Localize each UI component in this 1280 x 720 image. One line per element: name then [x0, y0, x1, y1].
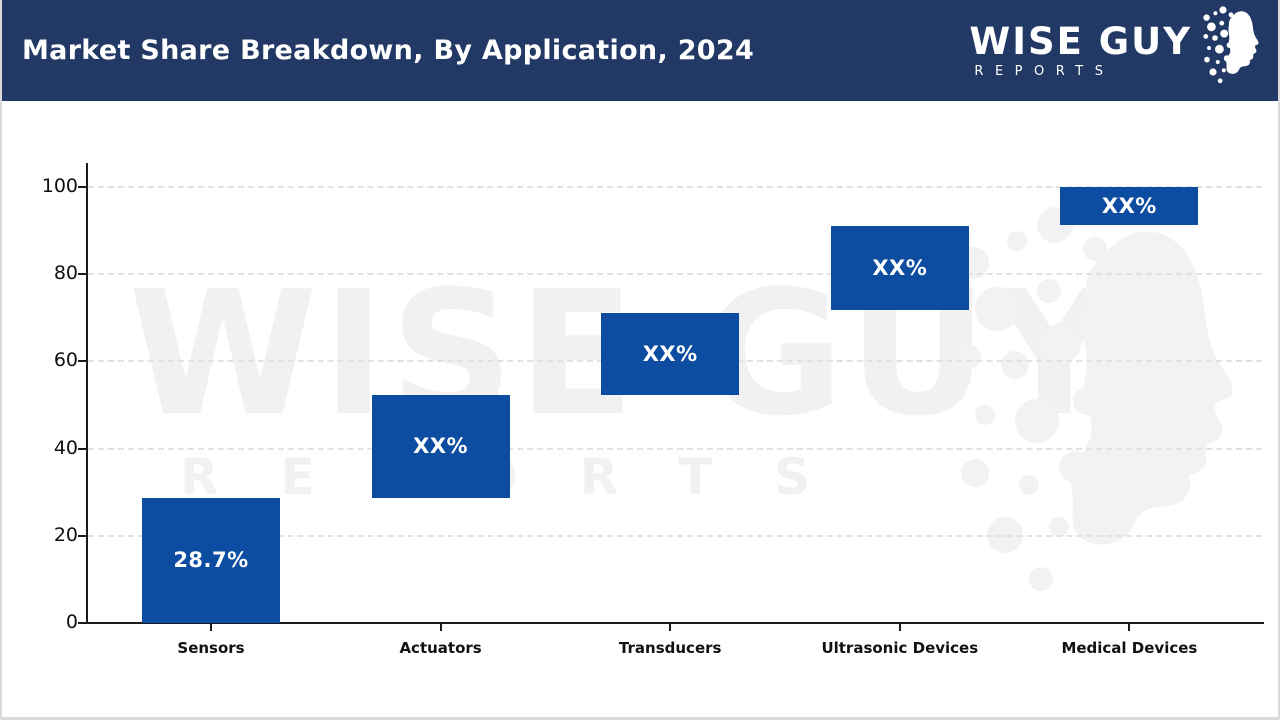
y-axis-line [86, 163, 88, 624]
x-category-label: Ultrasonic Devices [821, 639, 979, 657]
brand-subtitle: REPORTS [974, 63, 1115, 79]
brand-name: WISE GUY [969, 19, 1192, 63]
header-bar: Market Share Breakdown, By Application, … [0, 0, 1280, 101]
y-tick-label: 60 [53, 349, 78, 372]
x-axis-line [86, 622, 1264, 624]
brand-face-icon [1203, 6, 1259, 84]
x-tick-mark [439, 624, 442, 631]
y-tick-mark [78, 273, 86, 276]
y-gridline [88, 534, 1262, 537]
y-tick-label: 80 [53, 262, 78, 285]
x-category-label: Transducers [618, 639, 722, 657]
bar-actuators: XX% [371, 394, 510, 498]
y-gridline [88, 186, 1262, 188]
x-tick-mark [1128, 624, 1131, 631]
x-category-label: Sensors [177, 639, 245, 657]
y-tick-mark [78, 447, 86, 450]
bar-value-label: 28.7% [173, 548, 249, 573]
bar-value-label: XX% [872, 256, 928, 281]
y-tick-label: 0 [65, 611, 78, 633]
brand-logo: WISE GUY REPORTS [969, 6, 1264, 94]
bar-ultrasonic-devices: XX% [830, 226, 969, 311]
y-gridline [88, 273, 1262, 276]
y-tick-label: 100 [41, 175, 78, 197]
y-tick-mark [78, 622, 86, 624]
bar-value-label: XX% [642, 341, 698, 366]
y-gridline [88, 447, 1262, 450]
x-tick-mark [898, 624, 901, 631]
bar-transducers: XX% [601, 312, 740, 396]
x-category-label: Actuators [399, 639, 482, 657]
bar-value-label: XX% [413, 434, 469, 459]
bar-medical-devices: XX% [1060, 187, 1199, 226]
x-tick-mark [210, 624, 212, 631]
bar-value-label: XX% [1101, 194, 1157, 219]
y-tick-mark [78, 360, 86, 363]
y-tick-mark [78, 534, 86, 537]
brand-logo-text: WISE GUY REPORTS [969, 19, 1192, 79]
page-title: Market Share Breakdown, By Application, … [22, 35, 755, 66]
y-tick-label: 20 [53, 523, 78, 546]
bar-sensors: 28.7% [142, 497, 280, 623]
y-tick-label: 40 [53, 436, 78, 459]
x-category-label: Medical Devices [1061, 639, 1198, 657]
x-tick-mark [669, 624, 672, 631]
y-tick-mark [78, 186, 86, 188]
